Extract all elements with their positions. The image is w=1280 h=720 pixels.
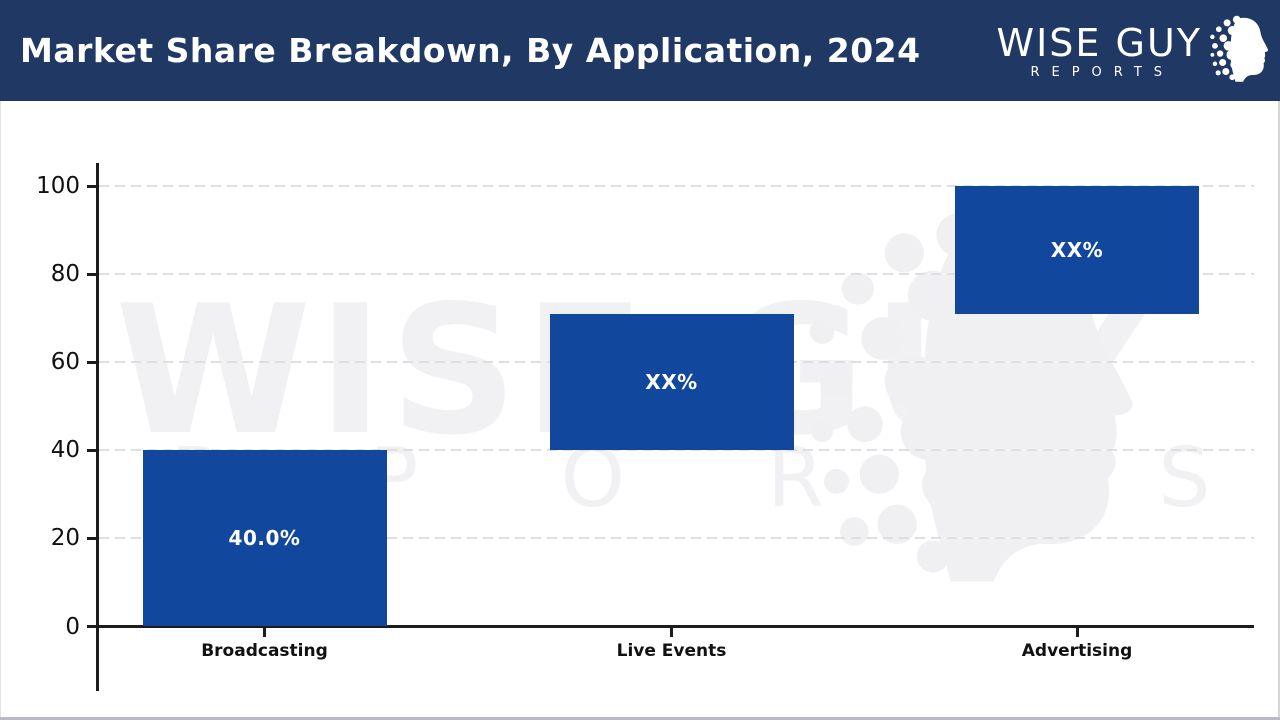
y-tick-40	[87, 448, 96, 452]
gridline-20	[99, 537, 1254, 540]
y-tick-label: 40	[50, 437, 80, 464]
bar-live-events: XX%	[549, 313, 794, 451]
page-border-left	[0, 101, 1, 720]
gridline-80	[99, 273, 1254, 276]
y-axis-line	[96, 163, 99, 691]
y-tick-20	[87, 536, 96, 540]
brand-logo-text: WISE GUY REPORTS	[997, 24, 1202, 79]
page-title: Market Share Breakdown, By Application, …	[20, 31, 921, 70]
y-tick-label: 0	[65, 613, 80, 640]
y-tick-label: 80	[50, 261, 80, 288]
y-tick-80	[87, 272, 96, 276]
bar-value-label: XX%	[645, 370, 698, 394]
bar-value-label: 40.0%	[228, 526, 301, 551]
wiseguy-head-icon	[1206, 14, 1270, 88]
y-tick-0	[87, 625, 96, 628]
y-tick-label: 20	[50, 525, 80, 552]
y-tick-60	[87, 360, 96, 364]
chart-header: Market Share Breakdown, By Application, …	[0, 0, 1280, 101]
bar-advertising: XX%	[955, 186, 1199, 314]
x-tick-3	[1075, 628, 1079, 637]
x-axis-line	[96, 625, 1254, 628]
bar-broadcasting: 40.0%	[142, 450, 387, 627]
page-border-bottom	[0, 717, 1280, 720]
x-category-label: Live Events	[616, 641, 727, 661]
page-border-right	[1278, 101, 1280, 720]
x-tick-2	[670, 628, 673, 637]
x-tick-1	[263, 628, 266, 637]
gridline-40	[99, 449, 1254, 452]
y-tick-100	[87, 184, 96, 188]
bar-value-label: XX%	[1050, 237, 1104, 262]
brand-subtitle: REPORTS	[1030, 64, 1175, 80]
brand-logo: WISE GUY REPORTS	[997, 6, 1270, 96]
gridline-100	[99, 185, 1254, 187]
brand-name: WISE GUY	[996, 20, 1202, 65]
x-category-label: Advertising	[1021, 641, 1133, 661]
plot-area: 0 20 40 60 80 100 40.0% Broadcasting XX% Live Eve…	[0, 101, 1280, 720]
y-tick-label: 60	[50, 349, 80, 376]
y-tick-label: 100	[36, 173, 80, 199]
x-category-label: Broadcasting	[201, 641, 328, 661]
